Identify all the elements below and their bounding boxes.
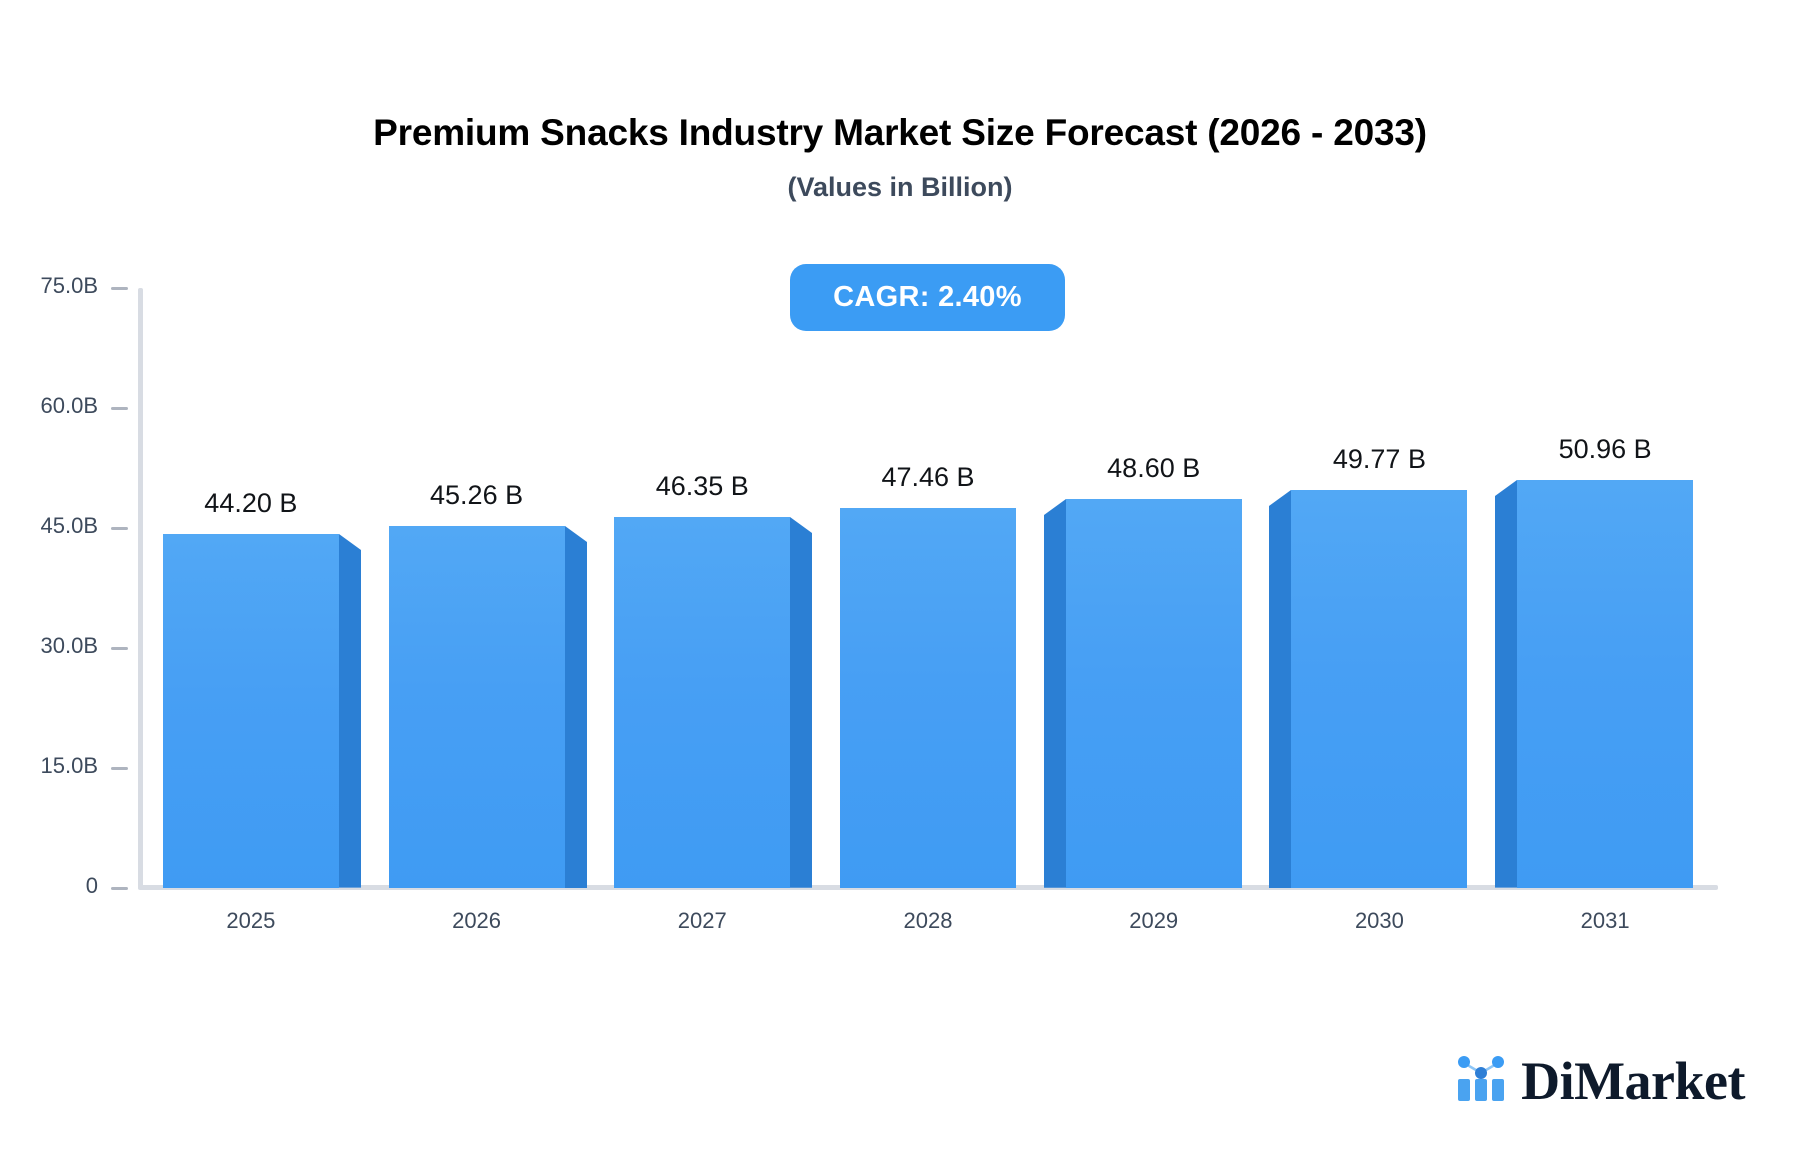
bar-side-panel	[1043, 483, 1066, 888]
bar-value-label: 45.26 B	[430, 479, 524, 510]
bar[interactable]	[1495, 480, 1694, 888]
bar-face	[1291, 489, 1468, 888]
y-axis-tick-dash	[111, 767, 128, 770]
y-axis-tick-label: 30.0B	[40, 633, 99, 658]
chart-subtitle: (Values in Billion)	[787, 172, 1013, 202]
y-axis-tick-dash	[111, 407, 128, 410]
bar-value-label: 47.46 B	[881, 462, 975, 493]
x-axis-label: 2028	[903, 908, 953, 933]
y-axis-tick-dash	[111, 887, 128, 890]
plot-area: 44.20 B 45.26 B 46.35 B 47.46 B 48.60 B 49.77…	[138, 288, 1718, 933]
bar-face	[1517, 480, 1694, 888]
bar-side-panel	[1269, 474, 1292, 888]
brand-logo-text: DiMarket	[1521, 1050, 1745, 1111]
y-axis-tick-label: 45.0B	[40, 513, 99, 538]
bar-face	[388, 525, 565, 888]
y-axis-tick-label: 75.0B	[40, 273, 99, 298]
x-axis-label: 2025	[226, 908, 276, 933]
y-axis-tick-label: 15.0B	[40, 753, 99, 778]
bar-face	[840, 508, 1016, 888]
bar-face	[614, 517, 791, 888]
chart-title: Premium Snacks Industry Market Size Fore…	[373, 112, 1427, 153]
x-axis-label: 2027	[677, 908, 727, 933]
cagr-badge-label: CAGR: 2.40%	[833, 281, 1022, 313]
bar[interactable]	[162, 534, 361, 888]
x-axis-label: 2031	[1580, 908, 1630, 933]
y-axis-line	[138, 288, 143, 888]
bar-value-label: 50.96 B	[1558, 434, 1652, 465]
bar-face	[1065, 499, 1242, 888]
bar[interactable]	[1269, 489, 1468, 888]
bar-face	[162, 534, 339, 888]
bar-side-panel	[564, 510, 587, 888]
x-axis-label: 2026	[452, 908, 502, 933]
bar[interactable]	[388, 525, 587, 888]
y-axis-tick-dash	[111, 287, 128, 290]
bar[interactable]	[840, 508, 1016, 888]
bar-side-panel	[790, 501, 813, 888]
x-axis-label: 2029	[1129, 908, 1179, 933]
bar-side-panel	[1495, 464, 1518, 888]
bar[interactable]	[1043, 499, 1242, 888]
bar-value-label: 44.20 B	[204, 488, 298, 519]
y-axis-tick-dash	[111, 527, 128, 530]
bar[interactable]	[614, 517, 813, 888]
bar-value-label: 46.35 B	[655, 471, 749, 502]
brand-logo: DiMarket	[1455, 1053, 1745, 1108]
bar-value-label: 49.77 B	[1332, 443, 1426, 474]
bar-value-label: 48.60 B	[1107, 453, 1201, 484]
cagr-badge: CAGR: 2.40%	[790, 264, 1065, 331]
bar-side-panel	[338, 518, 361, 888]
y-axis-tick-label: 60.0B	[40, 393, 99, 418]
y-axis-tick-label: 0	[85, 873, 98, 898]
y-axis-tick-dash	[111, 647, 128, 650]
bar-chart-icon	[1455, 1053, 1507, 1108]
x-axis-label: 2030	[1354, 908, 1404, 933]
